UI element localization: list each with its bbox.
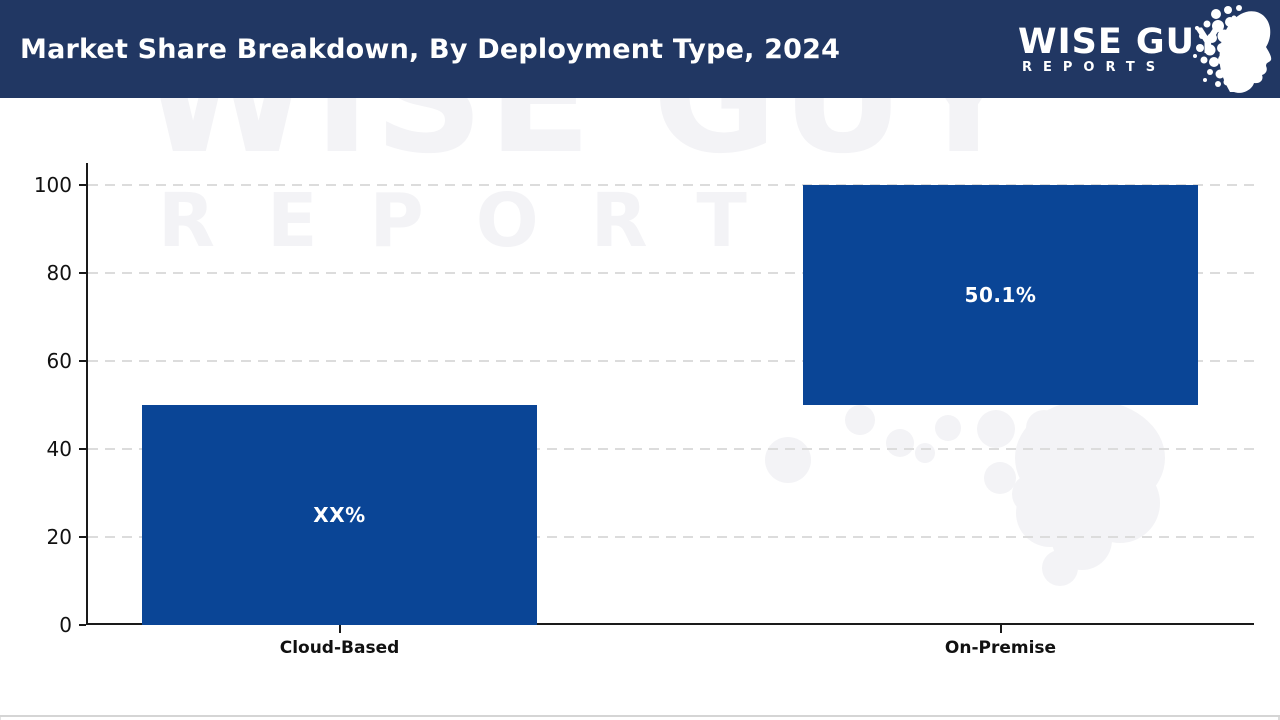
x-axis-line [86, 623, 1254, 625]
y-tick-label: 60 [46, 349, 72, 373]
bar-value-label: 50.1% [964, 283, 1037, 308]
page-title: Market Share Breakdown, By Deployment Ty… [20, 33, 841, 65]
bar-chart: WISE GUY REPORTS 0 20 40 60 80 100 XX [0, 10, 1280, 716]
gridline [88, 360, 1254, 362]
gridline [88, 184, 1254, 186]
wiseguy-logo: WISE GUY REPORTS [1018, 0, 1272, 98]
y-tick [79, 184, 86, 186]
logo-subtitle: REPORTS [1022, 60, 1167, 75]
y-axis-line [86, 163, 88, 625]
y-tick-label: 40 [46, 437, 72, 461]
gridline [88, 272, 1254, 274]
y-tick [79, 536, 86, 538]
gridline [88, 536, 1254, 538]
y-tick [79, 448, 86, 450]
y-tick [79, 624, 86, 626]
header-bar: Market Share Breakdown, By Deployment Ty… [0, 0, 1280, 98]
bar-value-label: XX% [313, 503, 366, 528]
bar-cloud-based: XX% [142, 405, 537, 625]
watermark-dotted-head-icon [765, 400, 1165, 586]
footer-divider [0, 715, 1280, 717]
y-tick-label: 20 [46, 525, 72, 549]
dotted-head-logo-icon [1193, 5, 1272, 93]
y-tick [79, 272, 86, 274]
logo-wordmark: WISE GUY [1018, 22, 1222, 62]
watermark-subtitle: REPORTS [158, 178, 905, 264]
category-label: Cloud-Based [279, 638, 400, 658]
y-tick-label: 0 [59, 613, 72, 637]
bar-on-premise: 50.1% [803, 185, 1198, 406]
category-label: On-Premise [944, 638, 1057, 658]
x-tick [999, 625, 1002, 633]
y-tick [79, 360, 86, 362]
x-tick [338, 625, 341, 633]
y-tick-label: 100 [33, 173, 72, 197]
gridline [88, 448, 1254, 450]
y-tick-label: 80 [46, 261, 72, 285]
